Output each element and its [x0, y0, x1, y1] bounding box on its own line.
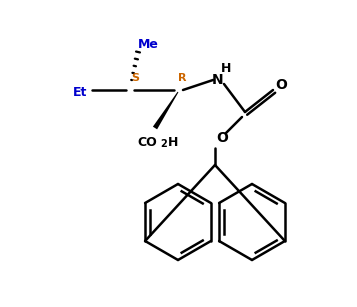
- Text: Me: Me: [137, 37, 159, 50]
- Polygon shape: [153, 92, 178, 129]
- Text: O: O: [275, 78, 287, 92]
- Text: N: N: [212, 73, 224, 87]
- Text: R: R: [178, 73, 186, 83]
- Text: CO: CO: [137, 135, 157, 149]
- Text: 2: 2: [161, 139, 167, 149]
- Text: H: H: [168, 135, 178, 149]
- Text: Et: Et: [73, 86, 87, 99]
- Text: H: H: [221, 61, 231, 75]
- Text: S: S: [131, 73, 139, 83]
- Text: O: O: [216, 131, 228, 145]
